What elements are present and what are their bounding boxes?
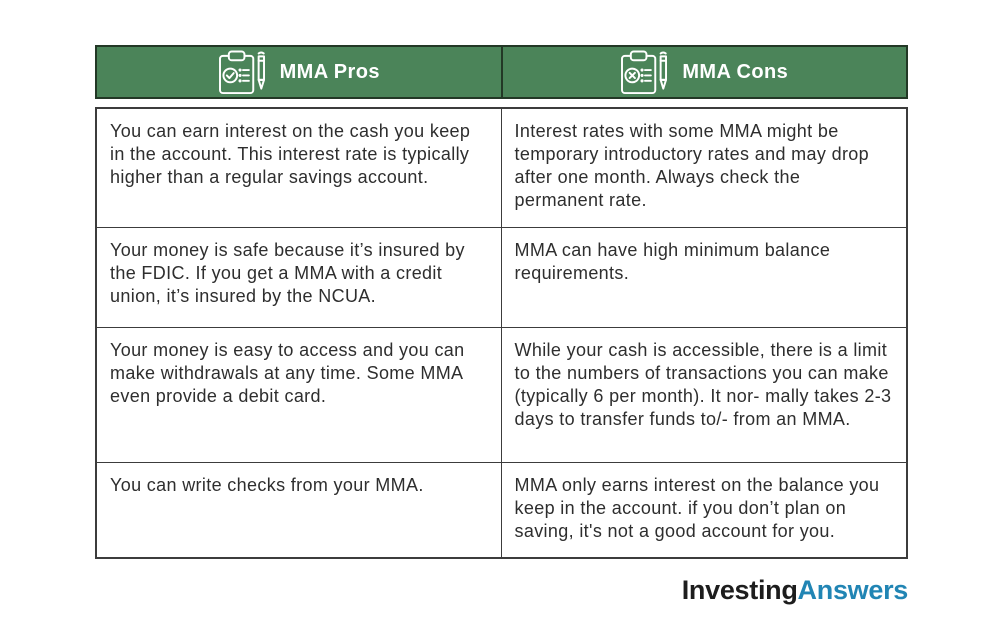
table-cell-con-1: Interest rates with some MMA might be te… [501,109,906,228]
header-label-pros: MMA Pros [279,60,380,83]
table-cell-con-2: MMA can have high minimum balance requir… [501,228,906,328]
table-cell-pro-1: You can earn interest on the cash you ke… [97,109,502,228]
table-header-bar: MMA Pros MMA Cons [95,45,908,99]
table-cell-pro-4: You can write checks from your MMA. [97,463,502,557]
logo-text-answers: Answers [797,575,909,605]
pros-cons-table: You can earn interest on the cash you ke… [95,107,908,559]
investing-answers-logo: InvestingAnswers [681,575,909,606]
table-cell-con-4: MMA only earns interest on the balance y… [514,475,880,541]
clipboard-check-pencil-icon [218,49,265,94]
clipboard-x-pencil-icon [621,49,668,94]
logo-text-investing: Investing [681,575,798,605]
header-cell-cons: MMA Cons [503,47,907,97]
header-cell-pros: MMA Pros [97,47,503,97]
table-cell-pro-2: Your money is safe because it’s insured … [97,228,502,328]
table-cell-pro-3: Your money is easy to access and you can… [97,328,502,463]
table-cell-con-3: While your cash is accessible, there is … [501,328,906,463]
header-label-cons: MMA Cons [682,60,789,83]
